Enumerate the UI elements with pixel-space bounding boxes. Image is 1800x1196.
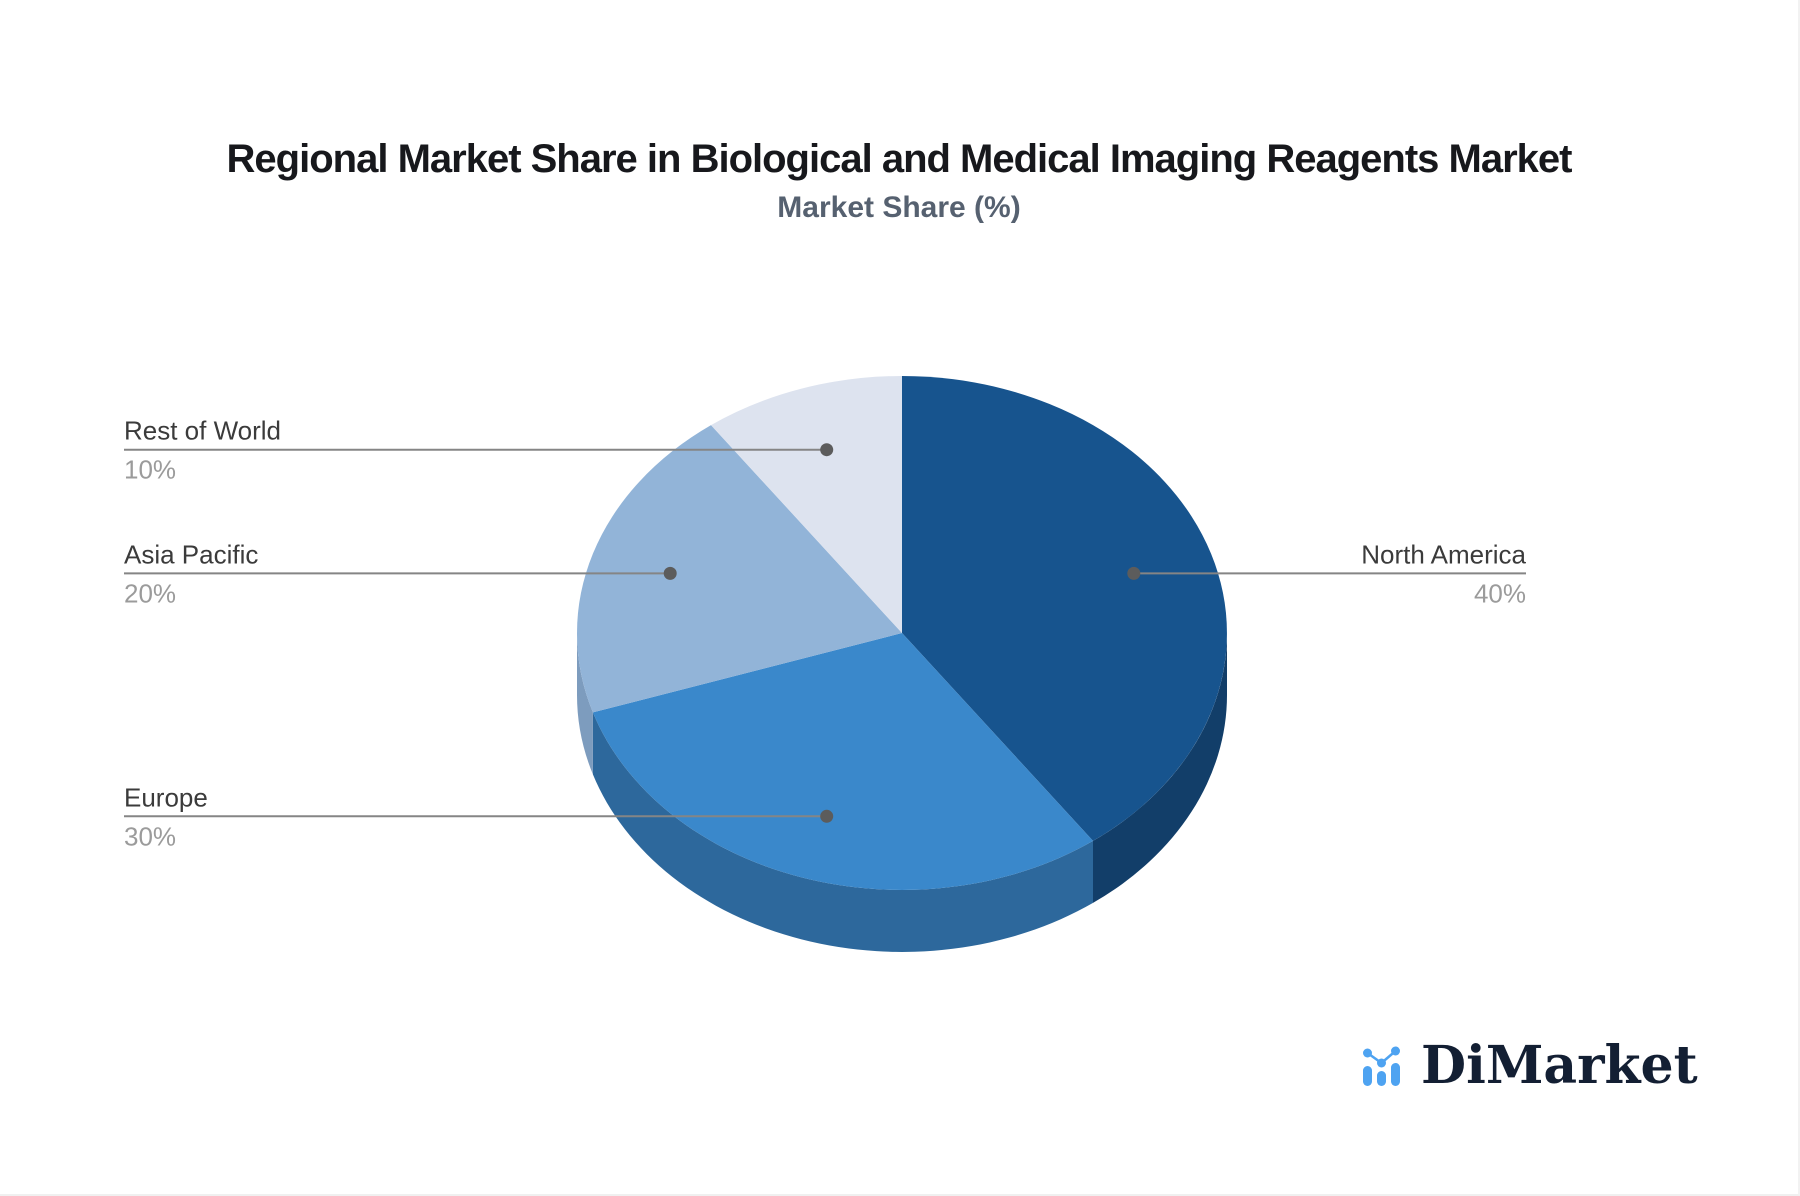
pie-slice-rest-of-world[interactable] xyxy=(711,376,902,633)
slice-label-asia-pacific: Asia Pacific xyxy=(124,539,258,569)
slice-label-north-america: North America xyxy=(1361,539,1526,569)
pie-labels: North America 40% Europe 30% Asia Pacific 20%… xyxy=(124,416,1527,851)
slice-value-asia-pacific: 20% xyxy=(124,578,176,608)
label-dot-north-america xyxy=(1127,566,1141,580)
pie-slice-asia-pacific[interactable] xyxy=(577,425,902,713)
slice-value-rest-of-world: 10% xyxy=(124,455,176,485)
pie-slice-side-asia-pacific xyxy=(577,633,593,775)
logo-bar-2 xyxy=(1377,1070,1386,1086)
chart-title: Regional Market Share in Biological and … xyxy=(226,137,1573,181)
logo-dot-3 xyxy=(1391,1046,1400,1056)
pie-slice-north-america[interactable] xyxy=(902,376,1227,841)
slice-label-rest-of-world: Rest of World xyxy=(124,416,281,446)
slice-value-europe: 30% xyxy=(124,821,176,851)
pie-slice-side-north-america xyxy=(1093,633,1227,903)
bar-chart-trend-icon xyxy=(1363,1046,1400,1086)
logo-dot-1 xyxy=(1363,1048,1372,1058)
logo-bar-3 xyxy=(1391,1062,1400,1086)
logo-bar-1 xyxy=(1363,1065,1372,1086)
label-dot-rest-of-world xyxy=(820,443,834,457)
pie-slice-europe[interactable] xyxy=(592,633,1093,890)
slice-value-north-america: 40% xyxy=(1474,578,1526,608)
chart-subtitle: Market Share (%) xyxy=(777,191,1021,224)
brand-name: DiMarket xyxy=(1421,1035,1698,1096)
pie-3d-side xyxy=(577,633,1227,952)
logo-dot-2 xyxy=(1377,1058,1386,1068)
pie-slice-side-europe xyxy=(592,712,1093,952)
brand-logo: DiMarket xyxy=(1360,1035,1698,1096)
slice-label-europe: Europe xyxy=(124,782,208,812)
label-dot-asia-pacific xyxy=(663,566,677,580)
label-dot-europe xyxy=(820,809,834,823)
pie-top-surface xyxy=(577,376,1227,890)
